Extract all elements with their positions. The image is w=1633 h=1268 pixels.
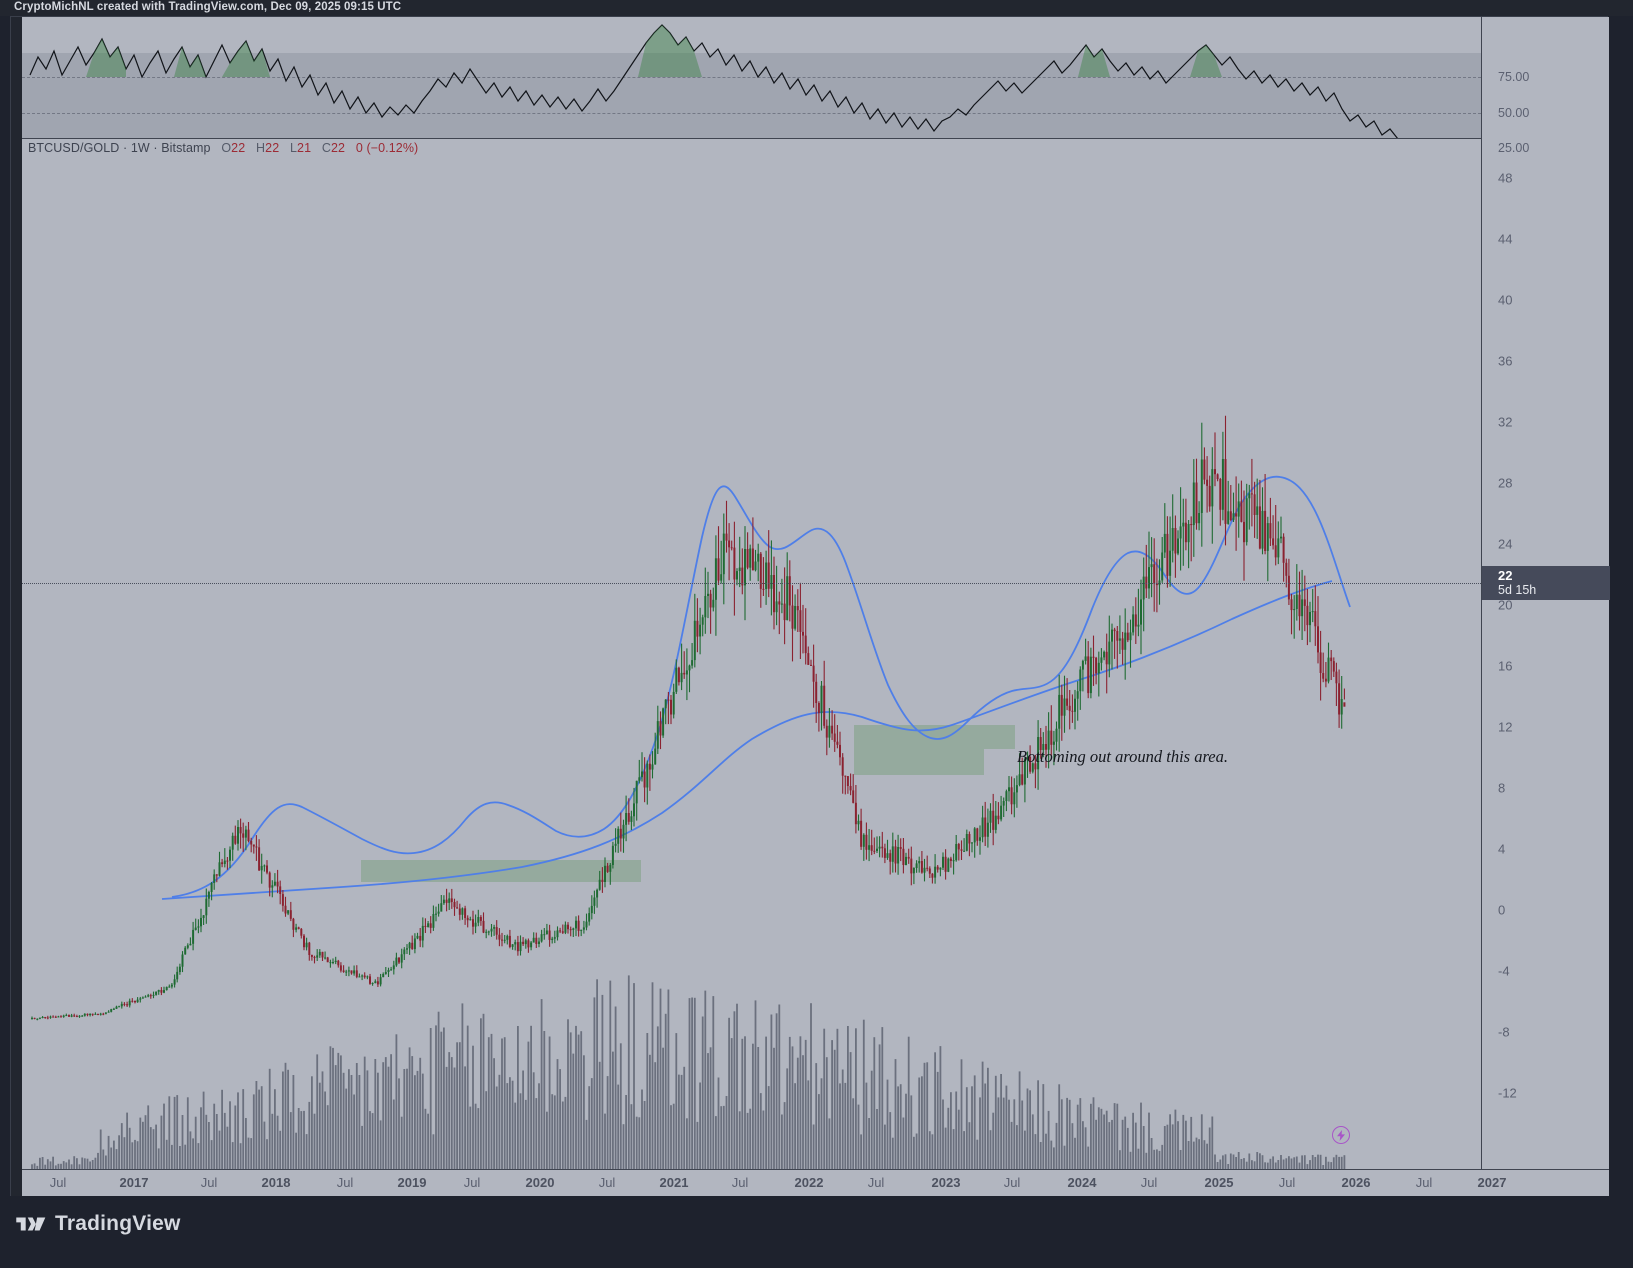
legend-sep-2: · (153, 141, 158, 155)
lightning-bolt-glyph (1336, 1129, 1345, 1141)
annotation-bottoming-out[interactable]: Bottoming out around this area. (1017, 747, 1228, 766)
time-tick-jul-2021: Jul (731, 1175, 749, 1190)
ma-fast-line (171, 475, 1351, 898)
time-axis[interactable]: Jul 2017 Jul 2018 Jul 2019 Jul 2020 Jul … (22, 1169, 1609, 1197)
legend-exchange: Bitstamp (161, 141, 211, 155)
legend-sep-1: · (122, 141, 128, 155)
time-tick-2026: 2026 (1341, 1175, 1371, 1190)
rsi-pane[interactable] (22, 17, 1481, 138)
time-tick-2019: 2019 (397, 1175, 427, 1190)
price-tick-neg4: -4 (1498, 963, 1510, 979)
time-tick-2022: 2022 (794, 1175, 824, 1190)
legend-close-value: 22 (331, 141, 346, 155)
candlestick-series (161, 475, 1351, 900)
ma-slow-line (161, 580, 1333, 900)
price-tick-28: 28 (1498, 475, 1513, 491)
pane-separator (22, 138, 1609, 139)
tradingview-logo[interactable]: TradingView (16, 1212, 181, 1236)
legend-change: 0 (−0.12%) (355, 141, 419, 155)
rsi-band (22, 53, 1481, 138)
time-tick-jul-2016: Jul (49, 1175, 67, 1190)
last-price-line (22, 583, 1481, 584)
tradingview-mark-icon (16, 1217, 46, 1231)
footer-bar: TradingView (0, 1196, 1633, 1268)
time-tick-2021: 2021 (659, 1175, 689, 1190)
price-tick-48: 48 (1498, 170, 1513, 186)
legend-open-label: O (221, 141, 232, 155)
last-price-value: 22 (1498, 568, 1513, 583)
price-pane[interactable]: BTCUSD/GOLD · 1W · Bitstamp O22 H22 L21 … (22, 139, 1481, 1197)
legend-low-value: 21 (297, 141, 312, 155)
time-tick-2027: 2027 (1477, 1175, 1507, 1190)
volume-histogram (31, 975, 1346, 1169)
price-tick-16: 16 (1498, 658, 1513, 674)
price-tick-0: 0 (1498, 902, 1506, 918)
rsi-tick-50: 50.00 (1498, 106, 1530, 120)
rsi-tick-75: 75.00 (1498, 70, 1530, 84)
tradingview-wordmark: TradingView (55, 1212, 181, 1235)
price-tick-32: 32 (1498, 414, 1513, 430)
price-tick-neg8: -8 (1498, 1024, 1510, 1040)
ohlc-candles (31, 415, 1346, 1021)
attribution-text: CryptoMichNL created with TradingView.co… (14, 1, 402, 13)
time-tick-2025: 2025 (1204, 1175, 1234, 1190)
price-tick-8: 8 (1498, 780, 1506, 796)
time-tick-jul-2017: Jul (200, 1175, 218, 1190)
time-tick-jul-2018: Jul (336, 1175, 354, 1190)
attribution-bar: CryptoMichNL created with TradingView.co… (0, 0, 1633, 16)
legend-open-value: 22 (231, 141, 246, 155)
legend-close-label: C (321, 141, 331, 155)
chart-legend: BTCUSD/GOLD · 1W · Bitstamp O22 H22 L21 … (28, 141, 418, 155)
legend-high-value: 22 (265, 141, 280, 155)
legend-low-label: L (289, 141, 298, 155)
time-tick-2017: 2017 (119, 1175, 149, 1190)
price-tick-36: 36 (1498, 353, 1513, 369)
time-tick-2024: 2024 (1067, 1175, 1097, 1190)
time-tick-jul-2025: Jul (1278, 1175, 1296, 1190)
price-tick-neg12: -12 (1498, 1085, 1517, 1101)
time-tick-jul-2023: Jul (1003, 1175, 1021, 1190)
chart-frame: BTCUSD/GOLD · 1W · Bitstamp O22 H22 L21 … (10, 16, 1610, 1197)
rsi-line (29, 24, 1398, 138)
bar-countdown: 5d 15h (1498, 583, 1537, 597)
time-tick-jul-2020: Jul (598, 1175, 616, 1190)
time-tick-jul-2024: Jul (1140, 1175, 1158, 1190)
legend-symbol[interactable]: BTCUSD/GOLD (28, 141, 120, 155)
legend-high-label: H (256, 141, 266, 155)
price-tick-12: 12 (1498, 719, 1513, 735)
price-tick-24: 24 (1498, 536, 1513, 552)
rsi-level-75 (22, 77, 1481, 78)
time-tick-2020: 2020 (525, 1175, 555, 1190)
time-tick-jul-2026: Jul (1415, 1175, 1433, 1190)
price-tick-4: 4 (1498, 841, 1506, 857)
event-lightning-icon[interactable] (1332, 1126, 1350, 1144)
left-gutter (11, 17, 22, 1197)
price-tick-44: 44 (1498, 231, 1513, 247)
price-tick-20: 20 (1498, 597, 1513, 613)
price-axis[interactable]: 75.00 50.00 25.00 48 44 40 36 32 28 24 2… (1481, 17, 1610, 1197)
price-tick-40: 40 (1498, 292, 1513, 308)
last-price-badge[interactable]: 22 5d 15h (1482, 566, 1610, 600)
time-tick-jul-2019: Jul (463, 1175, 481, 1190)
legend-interval[interactable]: 1W (130, 141, 150, 155)
time-tick-2018: 2018 (261, 1175, 291, 1190)
rsi-tick-25: 25.00 (1498, 141, 1530, 155)
rsi-level-50 (22, 113, 1481, 114)
time-tick-jul-2022: Jul (867, 1175, 885, 1190)
time-tick-2023: 2023 (931, 1175, 961, 1190)
accumulation-zone-2022 (854, 749, 984, 775)
